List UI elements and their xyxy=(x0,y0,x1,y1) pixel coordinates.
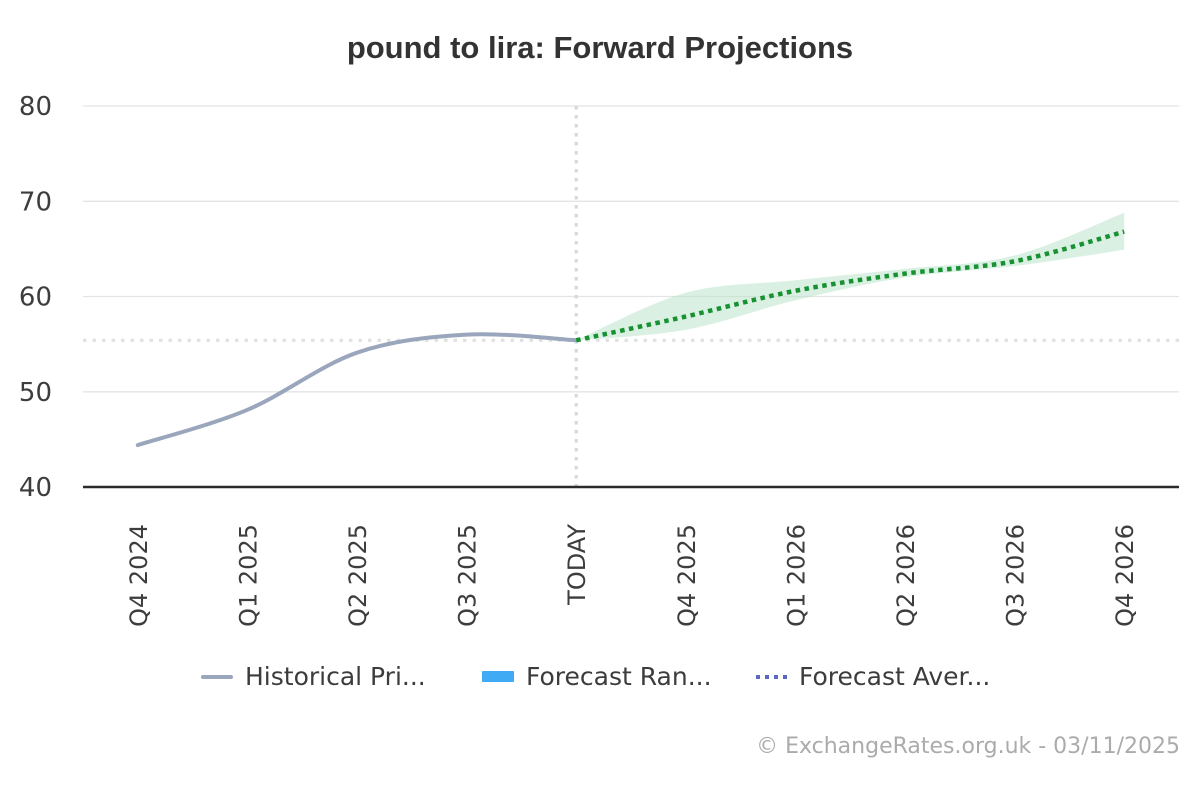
legend-item-forecast-range: Forecast Ran... xyxy=(482,660,712,693)
historical-price-line xyxy=(135,332,579,448)
y-axis-tick-label: 50 xyxy=(19,378,52,408)
historical-line-swatch-icon xyxy=(201,674,233,679)
x-axis-tick-label: Q2 2025 xyxy=(344,524,372,627)
x-axis-tick-label: Q4 2025 xyxy=(673,524,701,627)
forecast-range-swatch-icon xyxy=(482,671,514,682)
y-axis-tick-label: 70 xyxy=(19,187,52,217)
x-axis-tick-label: Q3 2026 xyxy=(1002,524,1030,627)
forecast-average-swatch-icon xyxy=(756,674,787,679)
chart-plot-area: 40 50 60 70 80 Q4 2024 Q1 2025 Q2 2025 Q3 2025 TO… xyxy=(19,92,1179,627)
legend-label-forecast-average: Forecast Aver... xyxy=(799,662,991,691)
x-axis-tick-label: Q4 2024 xyxy=(125,524,153,627)
watermark: © ExchangeRates.org.uk - 03/11/2025 xyxy=(756,734,1180,759)
chart-title: pound to lira: Forward Projections xyxy=(346,30,854,65)
y-axis-tick-label: 40 xyxy=(19,473,52,503)
legend-item-historical-price: Historical Pri... xyxy=(201,660,426,693)
forecast-average-line xyxy=(575,229,1125,343)
legend-label-historical-price: Historical Pri... xyxy=(245,662,426,691)
y-axis-tick-label: 80 xyxy=(19,92,52,122)
forecast-range-band xyxy=(576,212,1125,341)
x-axis-tick-label: Q3 2025 xyxy=(454,524,482,627)
x-axis-tick-label: Q4 2026 xyxy=(1111,524,1139,627)
legend-label-forecast-range: Forecast Ran... xyxy=(526,662,712,691)
x-axis-tick-label: TODAY xyxy=(563,524,591,606)
x-axis-tick-label: Q1 2026 xyxy=(782,524,810,627)
y-axis-tick-label: 60 xyxy=(19,283,52,313)
legend-item-forecast-average: Forecast Aver... xyxy=(756,660,990,693)
x-axis-tick-label: Q1 2025 xyxy=(234,524,262,627)
x-axis-tick-label: Q2 2026 xyxy=(892,524,920,627)
